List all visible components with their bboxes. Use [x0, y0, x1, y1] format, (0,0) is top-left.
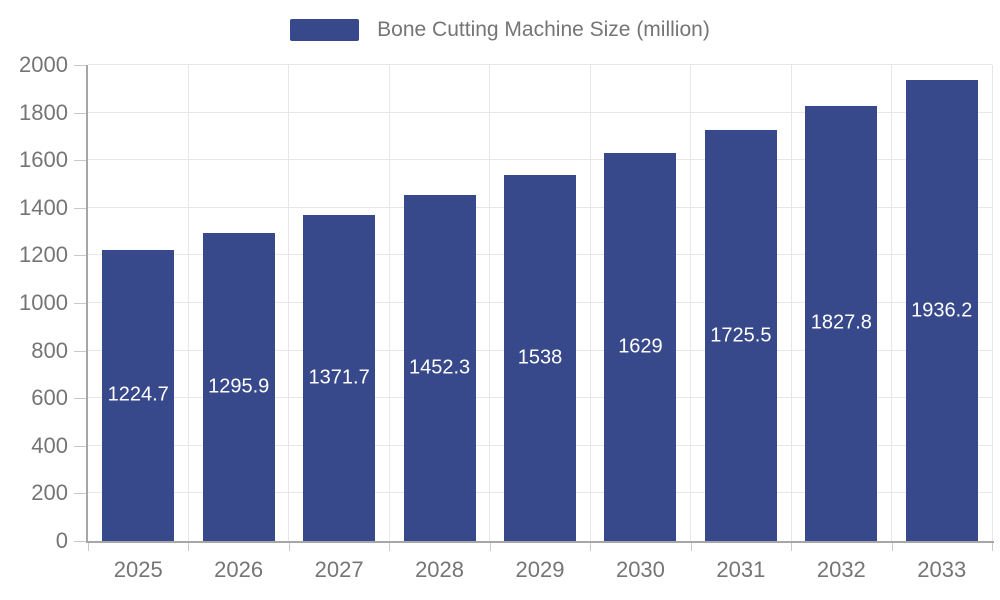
grid-line-horizontal: [88, 64, 992, 65]
y-axis-tick: [74, 493, 86, 495]
bar-value-label: 1827.8: [810, 311, 872, 334]
y-tick-label: 1600: [19, 147, 68, 173]
y-tick-label: 1400: [19, 194, 68, 220]
x-tick-label-2026: 2026: [214, 557, 264, 582]
plot-area: 1224.7 1295.9 1371.7 1452.3 1538 1629 1725.5 18…: [88, 64, 993, 541]
y-tick-label: 2000: [19, 52, 68, 77]
y-axis-tick: [74, 112, 86, 114]
bar-2026[interactable]: 1295.9: [202, 232, 275, 541]
legend-item[interactable]: Bone Cutting Machine Size (million): [0, 15, 1000, 45]
y-tick-label: 1800: [19, 99, 68, 125]
grid-line-vertical: [288, 65, 290, 541]
bar-value-label: 1629: [618, 335, 663, 358]
grid-line-horizontal: [88, 111, 992, 113]
bar-2029[interactable]: 1538: [504, 174, 576, 541]
x-axis-tick: [992, 543, 993, 551]
y-tick-label: 800: [31, 337, 68, 363]
bar-2027[interactable]: 1371.7: [303, 214, 376, 541]
x-tick-label-2030: 2030: [615, 557, 665, 582]
bar-2033[interactable]: 1936.2: [905, 80, 978, 541]
x-tick-label-2031: 2031: [716, 557, 766, 582]
legend-swatch: [290, 19, 360, 41]
bar-2031[interactable]: 1725.5: [704, 130, 777, 541]
bar-value-label: 1224.7: [107, 383, 169, 406]
x-axis-tick: [891, 543, 893, 551]
y-axis-tick: [74, 541, 86, 542]
x-tick-label-2029: 2029: [515, 557, 565, 582]
x-axis-tick: [188, 543, 190, 551]
y-tick-label: 400: [31, 432, 68, 458]
y-axis-tick: [74, 445, 86, 447]
x-axis-tick: [590, 543, 592, 551]
y-axis-tick: [74, 303, 86, 304]
legend-label: Bone Cutting Machine Size (million): [377, 18, 710, 41]
y-tick-label: 600: [31, 385, 68, 411]
bar-value-label: 1371.7: [308, 366, 370, 389]
x-tick-label-2032: 2032: [816, 557, 866, 582]
bar-2032[interactable]: 1827.8: [805, 105, 878, 541]
x-axis-tick: [389, 543, 391, 551]
bar-value-label: 1936.2: [911, 299, 973, 322]
bar-value-label: 1725.5: [710, 324, 772, 347]
grid-line-vertical: [589, 65, 591, 541]
x-tick-label-2027: 2027: [314, 557, 364, 582]
y-tick-label: 1200: [19, 242, 68, 268]
grid-line-horizontal: [88, 159, 992, 161]
bar-2030[interactable]: 1629: [604, 153, 677, 541]
bar-value-label: 1452.3: [408, 356, 471, 379]
bar-value-label: 1538: [517, 346, 563, 369]
grid-line-vertical: [891, 65, 893, 541]
x-tick-label-2028: 2028: [415, 557, 465, 582]
y-tick-label: 200: [31, 480, 68, 506]
y-tick-label: 1000: [19, 290, 68, 315]
x-tick-label-2033: 2033: [917, 557, 967, 582]
y-axis-tick: [74, 398, 86, 400]
x-axis-tick: [791, 543, 793, 551]
x-axis-tick: [690, 543, 692, 551]
y-axis-tick: [74, 350, 86, 352]
grid-line-vertical: [991, 65, 993, 541]
x-axis-tick: [288, 543, 290, 551]
x-tick-label-2025: 2025: [113, 557, 163, 582]
grid-line-vertical: [690, 65, 692, 541]
x-axis-tick: [489, 543, 491, 551]
grid-line-vertical: [187, 65, 189, 541]
y-axis-tick: [74, 255, 86, 257]
x-axis-tick: [88, 543, 89, 551]
y-axis-tick: [74, 160, 86, 162]
bar-2025[interactable]: 1224.7: [102, 249, 175, 541]
bar-2028[interactable]: 1452.3: [403, 195, 476, 541]
bar-value-label: 1295.9: [208, 375, 270, 398]
y-axis-tick: [74, 65, 86, 66]
grid-line-vertical: [489, 65, 491, 541]
y-tick-label: 0: [55, 528, 68, 553]
grid-line-vertical: [388, 65, 390, 541]
x-axis-line: [86, 541, 994, 543]
y-axis-tick: [74, 207, 86, 209]
grid-line-vertical: [790, 65, 792, 541]
y-axis-line: [86, 65, 88, 543]
